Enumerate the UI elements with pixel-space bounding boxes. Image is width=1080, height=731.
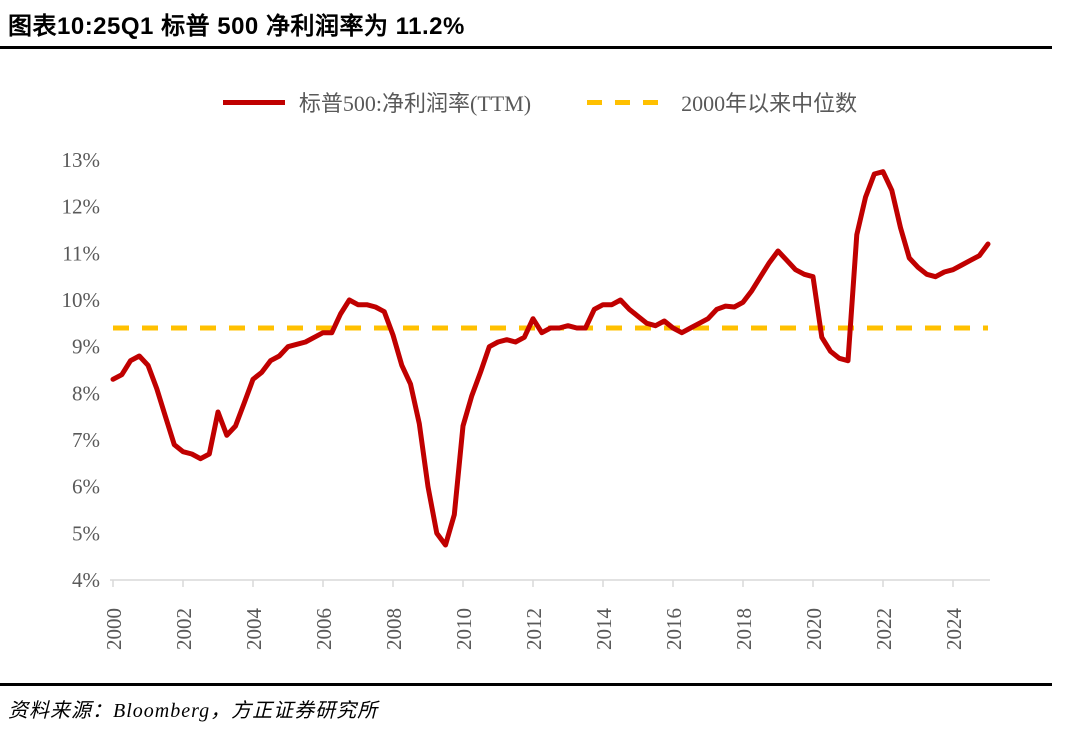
chart-legend: 标普500:净利润率(TTM) 2000年以来中位数 — [0, 86, 1080, 118]
x-tick-label: 2016 — [662, 608, 686, 650]
x-tick-label: 2012 — [522, 608, 546, 650]
x-tick-label: 2024 — [942, 608, 966, 651]
x-tick-label: 2004 — [242, 608, 266, 651]
x-axis-labels: 2000 2002 2004 2006 2008 2010 2012 2014 2016 2018… — [102, 580, 966, 650]
x-tick-label: 2002 — [172, 608, 196, 650]
legend-label-net-margin: 标普500:净利润率(TTM) — [298, 91, 532, 116]
figure-title: 图表10:25Q1 标普 500 净利润率为 11.2% — [8, 13, 465, 40]
y-tick-label: 5% — [72, 521, 100, 545]
x-tick-label: 2008 — [382, 608, 406, 650]
y-tick-label: 13% — [62, 148, 101, 172]
gold-dash-swatch-icon — [587, 99, 668, 105]
footer-divider — [0, 683, 1052, 686]
y-tick-label: 9% — [72, 335, 100, 359]
legend-item-median: 2000年以来中位数 — [587, 86, 857, 118]
legend-label-median: 2000年以来中位数 — [681, 91, 858, 116]
net-margin-line-chart: 13% 12% 11% 10% 9% 8% 7% 6% 5% 4%2000 2002 2004 2006… — [62, 148, 991, 650]
x-tick-label: 2000 — [102, 608, 126, 650]
y-axis-labels: 13% 12% 11% 10% 9% 8% 7% 6% 5% 4% — [62, 148, 101, 592]
x-tick-label: 2018 — [732, 608, 756, 650]
y-tick-label: 12% — [62, 195, 101, 219]
y-tick-label: 10% — [62, 288, 101, 312]
y-tick-label: 7% — [72, 428, 100, 452]
x-tick-label: 2022 — [872, 608, 896, 650]
y-tick-label: 11% — [62, 241, 100, 265]
x-tick-label: 2010 — [452, 608, 476, 650]
y-tick-label: 8% — [72, 381, 100, 405]
x-tick-label: 2020 — [802, 608, 826, 650]
title-underline — [0, 46, 1052, 49]
net-margin-series-line — [110, 169, 991, 548]
y-tick-label: 6% — [72, 475, 100, 499]
legend-item-net-margin: 标普500:净利润率(TTM) — [222, 86, 532, 118]
x-tick-label: 2006 — [312, 608, 336, 650]
red-line-swatch-icon — [222, 99, 285, 105]
source-note: 资料来源：Bloomberg，方正证券研究所 — [8, 700, 379, 722]
x-tick-label: 2014 — [592, 608, 616, 651]
y-tick-label: 4% — [72, 568, 100, 592]
